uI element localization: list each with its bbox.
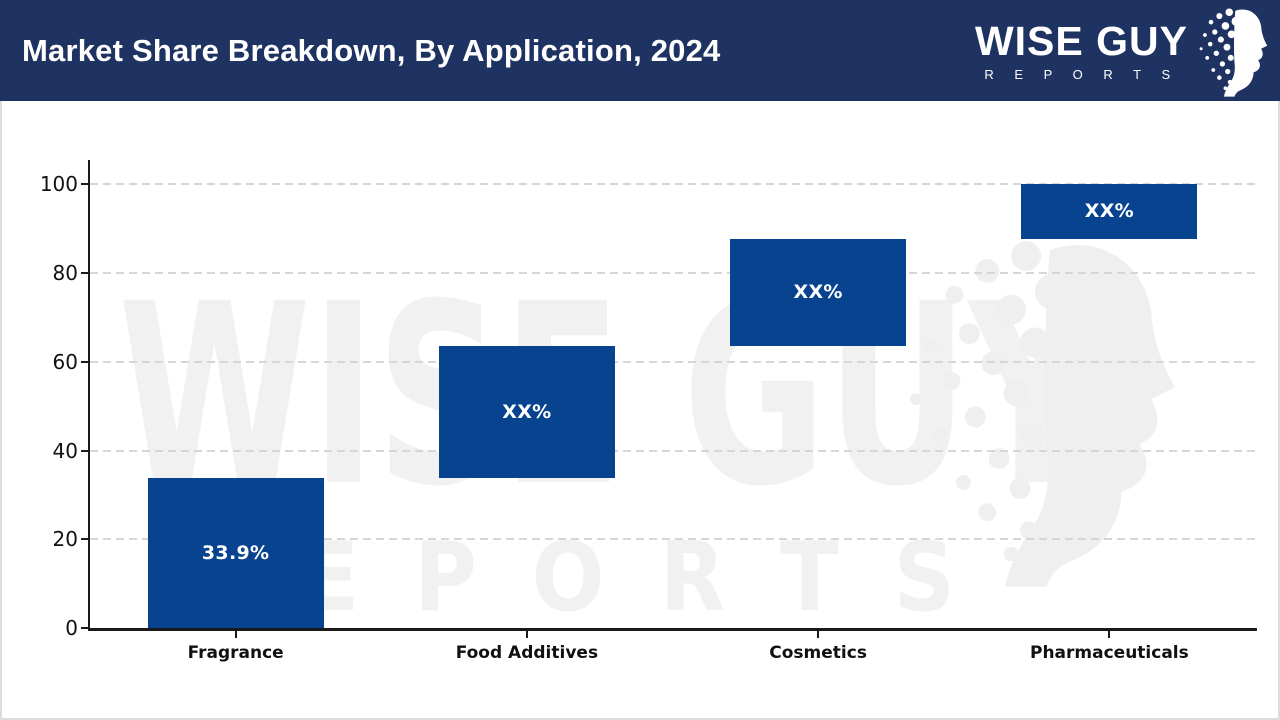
- y-tick-mark-20: [81, 538, 90, 541]
- plot-area: 33.9% XX% XX% XX%: [90, 160, 1255, 628]
- x-tick-mark-1: [525, 630, 528, 638]
- y-tick-mark-60: [81, 360, 90, 363]
- gridline-y-60: [90, 360, 1255, 363]
- y-tick-label-80: 80: [52, 261, 78, 286]
- bar-fragrance: 33.9%: [147, 477, 324, 628]
- bar-cosmetics: XX%: [730, 238, 907, 347]
- y-tick-mark-0: [81, 627, 90, 629]
- gridline-y-80: [90, 272, 1255, 275]
- gridline-y-40: [90, 449, 1255, 452]
- y-tick-label-0: 0: [65, 616, 78, 640]
- bar-pharmaceuticals: XX%: [1021, 184, 1198, 239]
- x-category-label-3: Pharmaceuticals: [1029, 643, 1189, 663]
- bar-value-label: 33.9%: [201, 541, 270, 564]
- bar-value-label: XX%: [502, 400, 552, 423]
- bar-value-label: XX%: [793, 281, 843, 304]
- gridline-y-100: [90, 183, 1255, 186]
- y-tick-mark-100: [81, 183, 90, 186]
- logo-wordmark: WISE GUY R E P O R T S: [974, 17, 1188, 82]
- y-tick-mark-80: [81, 272, 90, 275]
- x-category-label-0: Fragrance: [187, 643, 284, 663]
- page-title: Market Share Breakdown, By Application, …: [22, 32, 721, 68]
- y-tick-label-40: 40: [52, 438, 78, 463]
- gridline-y-20: [90, 538, 1255, 541]
- y-tick-label-60: 60: [52, 349, 78, 374]
- bar-food-additives: XX%: [438, 346, 615, 478]
- dotted-head-profile-icon: [1199, 7, 1268, 97]
- x-category-label-2: Cosmetics: [769, 643, 867, 663]
- x-tick-mark-3: [1108, 630, 1111, 638]
- x-tick-mark-0: [234, 630, 237, 638]
- y-tick-mark-40: [81, 449, 90, 452]
- y-tick-label-100: 100: [39, 172, 78, 197]
- y-axis-line: [88, 160, 90, 631]
- x-axis-line: [88, 628, 1257, 631]
- x-category-label-1: Food Additives: [455, 643, 599, 663]
- logo-line1: WISE GUY: [974, 17, 1188, 64]
- logo-line2: R E P O R T S: [984, 66, 1179, 82]
- x-tick-mark-2: [817, 630, 820, 638]
- bar-value-label: XX%: [1084, 200, 1134, 223]
- y-tick-label-20: 20: [52, 527, 78, 552]
- header: Market Share Breakdown, By Application, …: [0, 0, 1280, 101]
- wise-guy-logo: WISE GUY R E P O R T S: [975, 0, 1268, 101]
